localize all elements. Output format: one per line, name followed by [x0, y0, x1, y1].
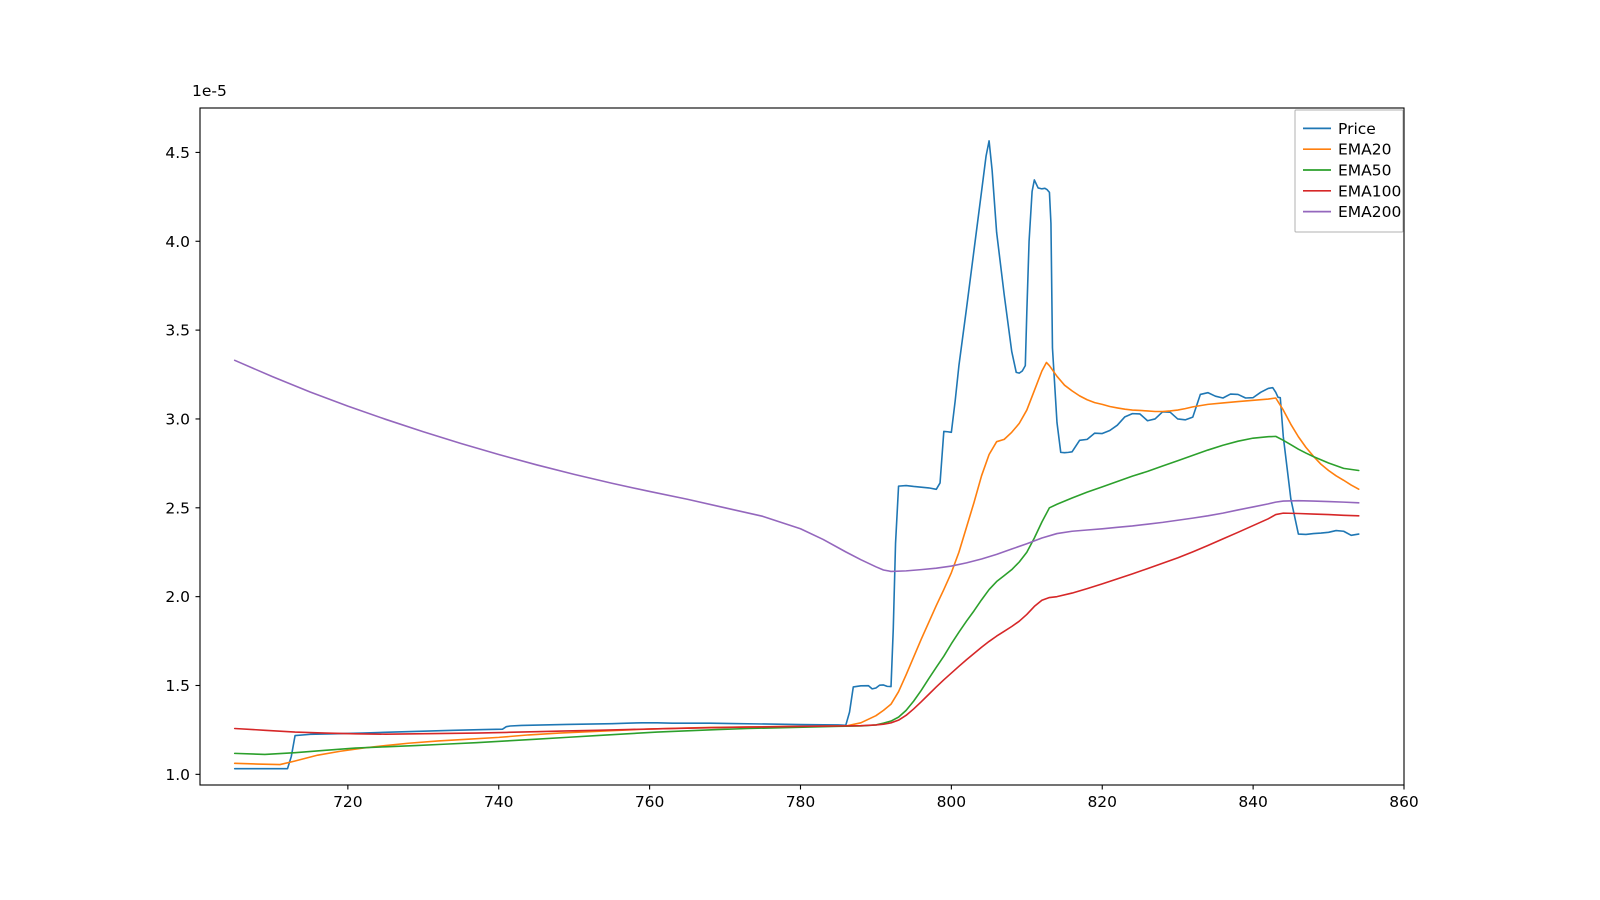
series-line-price [233, 140, 1360, 770]
y-axis-offset-text: 1e-5 [192, 82, 227, 100]
x-tick-label: 800 [937, 793, 967, 811]
y-tick-label: 2.0 [165, 588, 190, 606]
chart-legend[interactable]: Price EMA20 EMA50 EMA100 EMA200 [1294, 109, 1404, 233]
y-tick-label: 3.5 [165, 322, 190, 340]
x-tick-label: 840 [1238, 793, 1268, 811]
x-tick-label: 820 [1087, 793, 1117, 811]
axes-spines [199, 107, 1405, 786]
y-tick-label: 2.5 [165, 499, 190, 517]
y-tick-label: 1.5 [165, 677, 190, 695]
y-tick-label: 1.0 [165, 766, 190, 784]
x-tick-label: 720 [333, 793, 363, 811]
series-lines [233, 140, 1360, 770]
x-tick-label: 760 [635, 793, 665, 811]
y-tick-label: 3.0 [165, 410, 190, 428]
y-tick-label: 4.0 [165, 233, 190, 251]
series-line-ema100 [233, 512, 1360, 735]
series-line-ema50 [233, 435, 1360, 756]
x-tick-label: 860 [1389, 793, 1419, 811]
legend-label-ema100[interactable]: EMA100 [1338, 182, 1401, 200]
legend-label-ema50[interactable]: EMA50 [1338, 162, 1392, 180]
series-line-ema200 [233, 359, 1360, 573]
series-line-ema20 [233, 361, 1360, 766]
legend-label-price[interactable]: Price [1338, 120, 1376, 138]
legend-label-ema200[interactable]: EMA200 [1338, 203, 1401, 221]
legend-label-ema20[interactable]: EMA20 [1338, 141, 1392, 159]
legend-frame [1294, 109, 1404, 233]
x-tick-label: 780 [786, 793, 816, 811]
axes: 720 740 760 780 800 820 840 860 1.0 1.5 2.0 2.5 3.0 3… [165, 82, 1418, 811]
y-tick-label: 4.5 [165, 144, 190, 162]
x-tick-label: 740 [484, 793, 514, 811]
